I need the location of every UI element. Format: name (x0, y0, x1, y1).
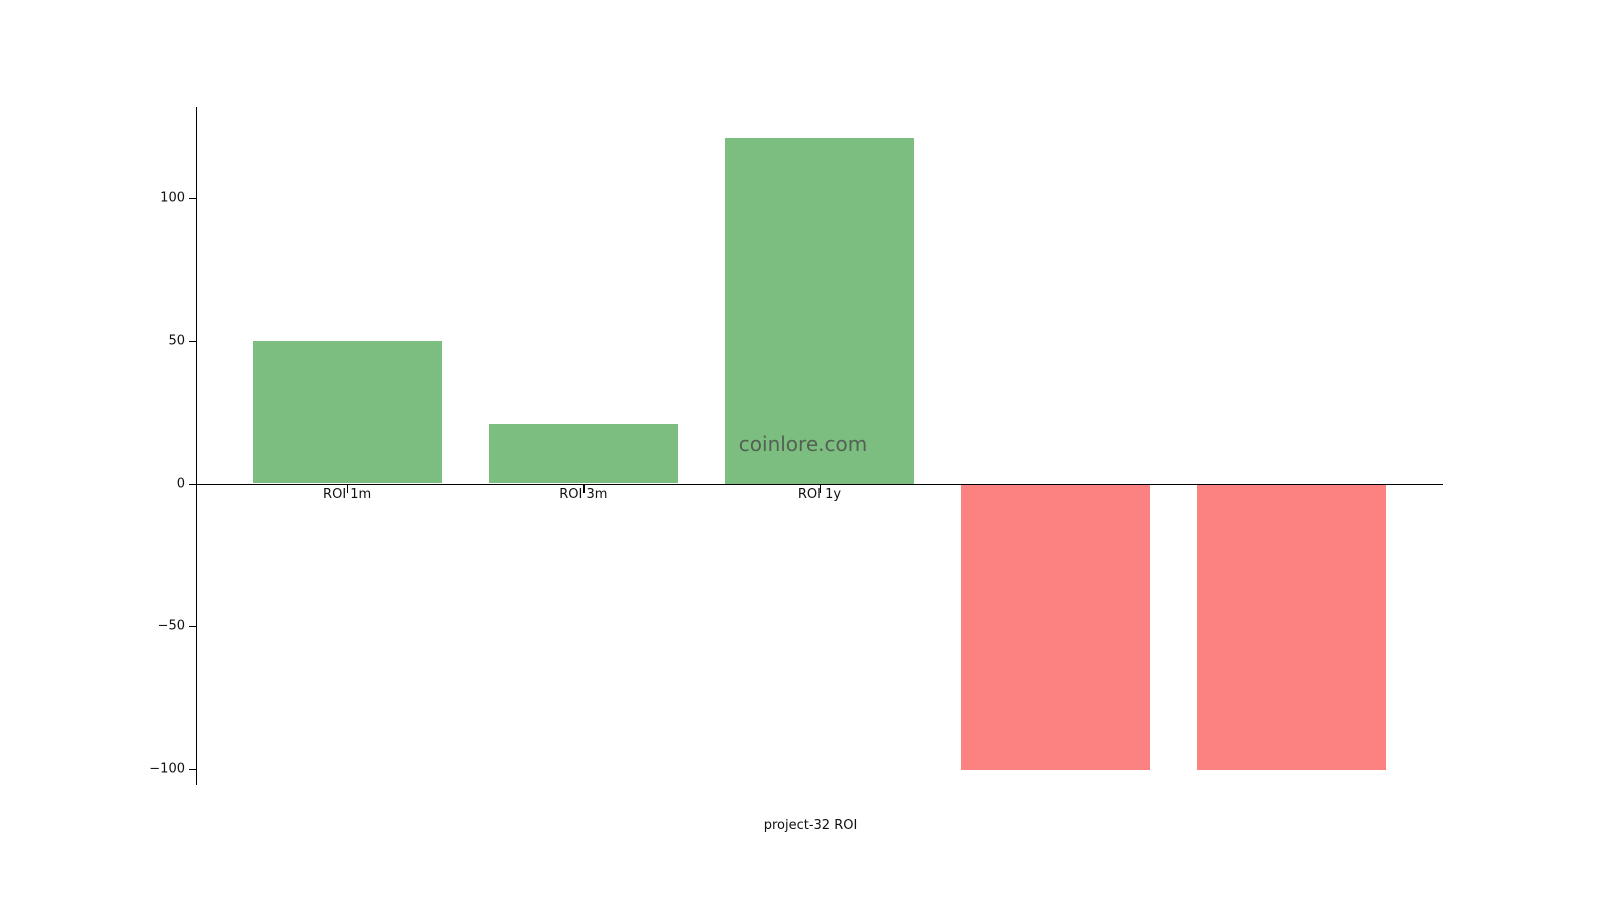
bar-roi-3m (488, 423, 678, 484)
x-tick-label: ROI 1y (797, 486, 842, 502)
bar-unlabeled-4 (1197, 484, 1387, 770)
y-tick-label: 50 (168, 333, 185, 349)
y-axis-spine (196, 107, 198, 785)
y-tick-mark (189, 340, 196, 343)
bar-roi-1m (252, 340, 442, 484)
y-tick-label: 100 (160, 190, 185, 206)
watermark-text: coinlore.com (738, 432, 868, 456)
y-tick-label: −100 (149, 761, 185, 777)
x-axis-zero-line (196, 483, 1443, 485)
y-tick-mark (189, 198, 196, 200)
x-tick-mark (583, 484, 585, 493)
x-tick-label: ROI 1m (323, 486, 372, 502)
x-tick-mark (819, 484, 821, 493)
bar-roi-1y (725, 138, 914, 484)
chart-bottom-label: project-32 ROI (763, 818, 858, 833)
y-tick-label: −50 (157, 618, 185, 634)
bar-unlabeled-3 (961, 484, 1151, 770)
y-tick-mark (189, 626, 196, 628)
x-tick-mark (347, 484, 349, 493)
y-tick-mark (189, 483, 196, 485)
y-tick-mark (189, 768, 196, 770)
y-tick-label: 0 (176, 476, 185, 491)
x-tick-label: ROI 3m (559, 486, 608, 502)
